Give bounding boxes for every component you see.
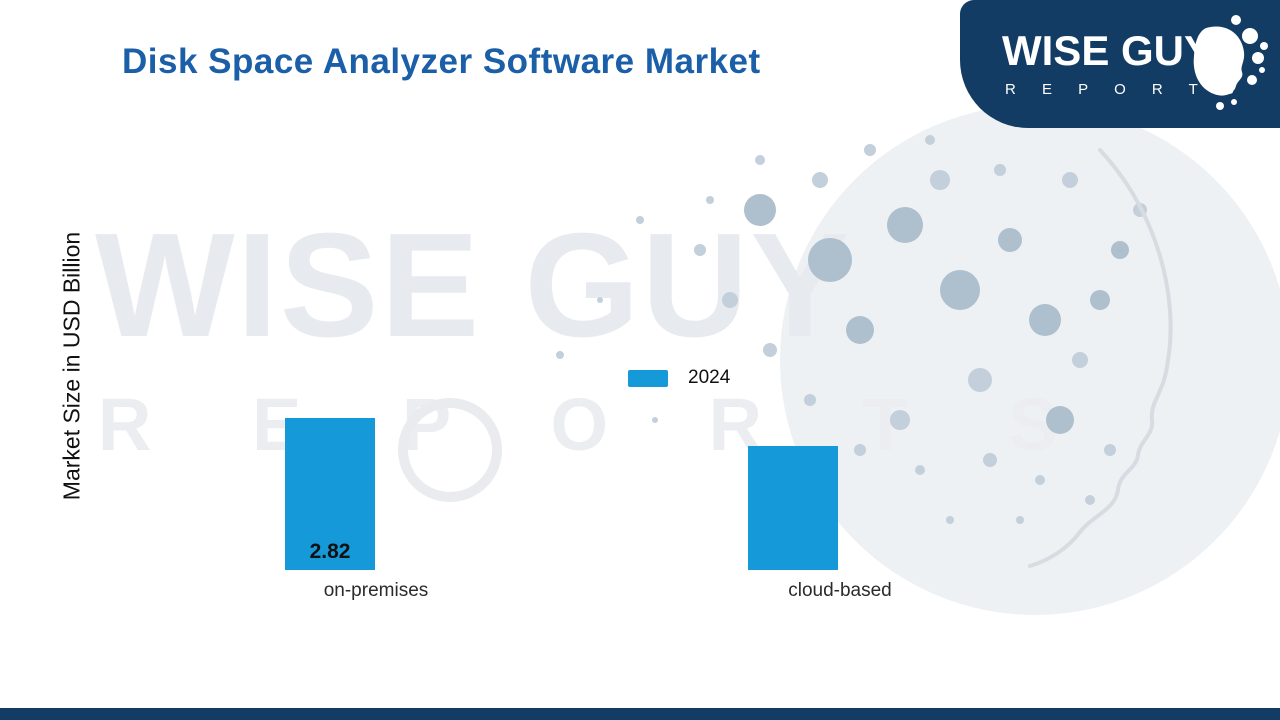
logo-reports-text: R E P O R T S [1005, 81, 1245, 98]
category-label-cloud-based: cloud-based [788, 580, 892, 601]
watermark-ring [398, 398, 502, 502]
watermark-wiseguy: WISE GUY [95, 203, 852, 368]
bar-value-on-premises: 2.82 [309, 540, 351, 563]
legend-label: 2024 [688, 367, 731, 388]
bar-rect-on-premises [285, 418, 375, 570]
background-circle [780, 105, 1280, 615]
watermark-reports: R E P O R T S [98, 383, 1098, 466]
wiseguy-logo: WISE GUY R E P O R T S [960, 0, 1280, 128]
legend-swatch-2024 [628, 369, 668, 387]
logo-head-icon [1193, 15, 1268, 110]
logo-text-block: WISE GUY R E P O R T S [1002, 27, 1245, 99]
legend: 2024 [628, 367, 730, 389]
logo-wordmark: WISE GUY [1002, 27, 1213, 74]
y-axis-label: Market Size in USD Billion [58, 231, 85, 501]
page-title: Disk Space Analyzer Software Market [122, 42, 761, 81]
bottom-navy-bar [0, 708, 1280, 720]
category-label-on-premises: on-premises [323, 580, 429, 601]
bar-rect-cloud-based [748, 446, 838, 570]
